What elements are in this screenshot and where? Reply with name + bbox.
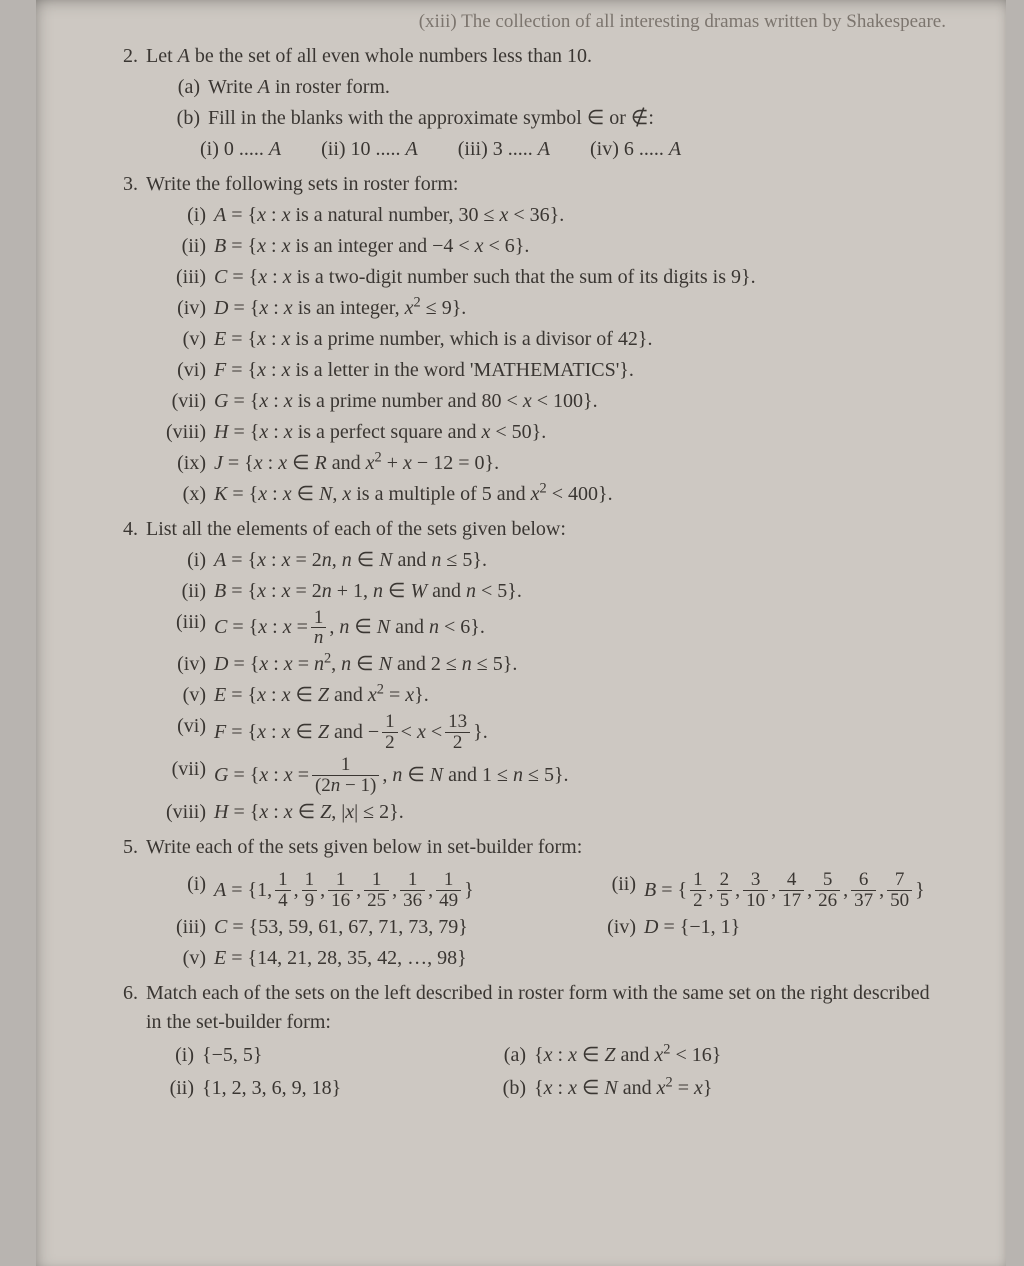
question-5: 5. Write each of the sets given below in… bbox=[106, 833, 946, 973]
q4-vii: (vii) G = {x : x = 1(2n − 1) , n ∈ N and… bbox=[146, 755, 946, 796]
q5-v: (v) E = {14, 21, 28, 35, 42, …, 98} bbox=[146, 944, 946, 973]
q6-number: 6. bbox=[106, 979, 146, 1103]
q4-vi: (vi) F = {x : x ∈ Z and − 12 < x < 132 }… bbox=[146, 712, 946, 753]
question-3: 3. Write the following sets in roster fo… bbox=[106, 170, 946, 509]
q2a-text: Write A in roster form. bbox=[208, 73, 946, 102]
q3-number: 3. bbox=[106, 170, 146, 509]
q2-stem: Let A be the set of all even whole numbe… bbox=[146, 42, 946, 71]
q5-stem: Write each of the sets given below in se… bbox=[146, 833, 946, 862]
prev-page-fragment: (xiii) The collection of all interesting… bbox=[106, 8, 946, 36]
q5-number: 5. bbox=[106, 833, 146, 973]
question-4: 4. List all the elements of each of the … bbox=[106, 515, 946, 828]
page: (xiii) The collection of all interesting… bbox=[36, 0, 1006, 1266]
q6-stem: Match each of the sets on the left descr… bbox=[146, 979, 946, 1037]
q4-items-1: (i)A = {x : x = 2n, n ∈ N and n ≤ 5}.(ii… bbox=[146, 546, 946, 606]
q3-stem: Write the following sets in roster form: bbox=[146, 170, 946, 199]
q2b-i: (i) 0 ..... A bbox=[200, 135, 281, 164]
q5-i: (i) A = {1, 14, 19, 116, 125, 136, 149} bbox=[146, 870, 516, 911]
q3-items: (i)A = {x : x is a natural number, 30 ≤ … bbox=[146, 201, 946, 509]
q5-iii: (iii) C = {53, 59, 61, 67, 71, 73, 79} bbox=[146, 913, 516, 942]
q2b-label: (b) bbox=[146, 104, 208, 133]
q6-rows: (i){−5, 5}(a){x : x ∈ Z and x2 < 16}(ii)… bbox=[146, 1041, 946, 1103]
q4-iii: (iii) C = {x : x = 1n , n ∈ N and n < 6}… bbox=[146, 608, 946, 649]
question-2: 2. Let A be the set of all even whole nu… bbox=[106, 42, 946, 164]
q2-number: 2. bbox=[106, 42, 146, 164]
question-6: 6. Match each of the sets on the left de… bbox=[106, 979, 946, 1103]
q4-viii: (viii) H = {x : x ∈ Z, |x| ≤ 2}. bbox=[146, 798, 946, 827]
q4-iii-frac: 1n bbox=[311, 608, 327, 649]
q2b-ii: (ii) 10 ..... A bbox=[321, 135, 418, 164]
q2b-text: Fill in the blanks with the approximate … bbox=[208, 104, 946, 133]
q2a-label: (a) bbox=[146, 73, 208, 102]
q4-stem: List all the elements of each of the set… bbox=[146, 515, 946, 544]
q2b-iii: (iii) 3 ..... A bbox=[458, 135, 550, 164]
q4-items-2: (iv)D = {x : x = n2, n ∈ N and 2 ≤ n ≤ 5… bbox=[146, 650, 946, 710]
q2b-iv: (iv) 6 ..... A bbox=[590, 135, 681, 164]
q5-ii: (ii) B = {12, 25, 310, 417, 526, 637, 75… bbox=[576, 870, 946, 911]
q5-iv: (iv) D = {−1, 1} bbox=[576, 913, 946, 942]
q4-number: 4. bbox=[106, 515, 146, 828]
